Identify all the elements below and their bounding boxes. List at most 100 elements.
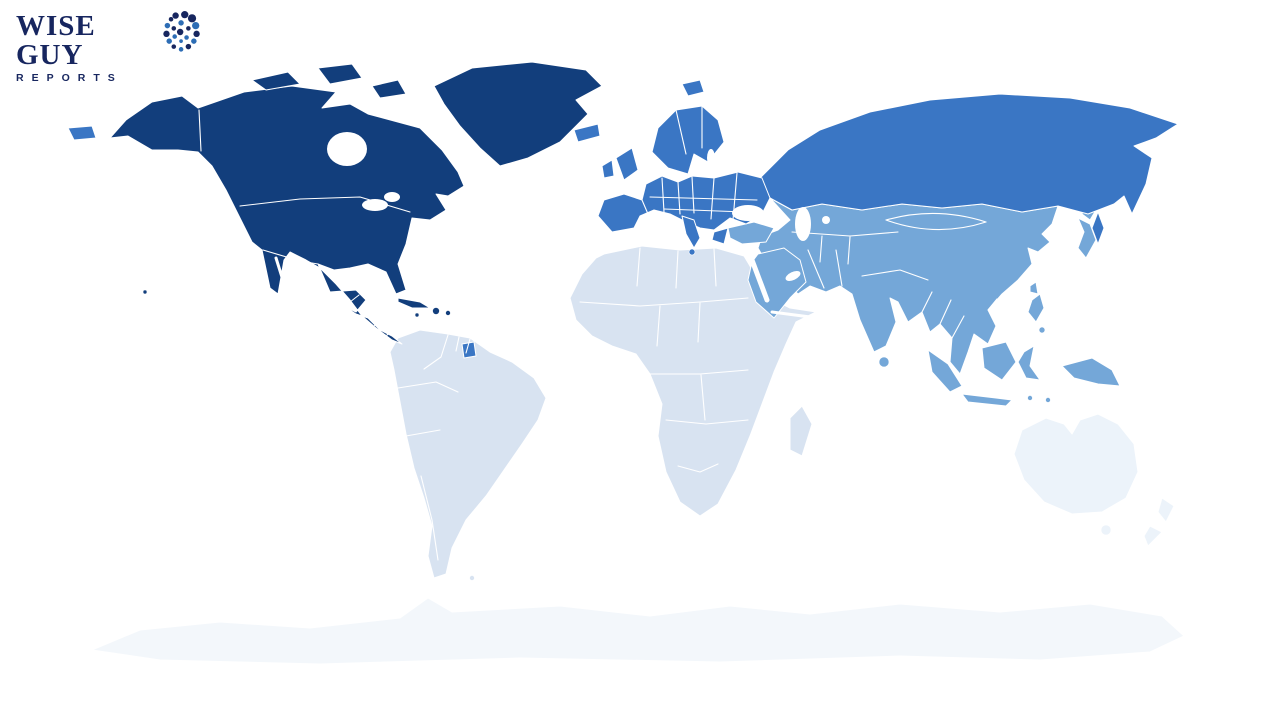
scandinavia [651, 105, 725, 175]
aral-sea [822, 216, 830, 224]
border-line [641, 199, 649, 215]
landmass-africa [569, 245, 817, 517]
border-line [819, 235, 823, 263]
region-north-america [109, 61, 603, 345]
borneo [981, 341, 1017, 381]
region-south-america [389, 329, 547, 581]
border-line [732, 172, 738, 221]
border-line [921, 291, 933, 313]
java [961, 393, 1013, 407]
border-line [847, 236, 851, 265]
landmass-antarctica [91, 597, 1185, 665]
border-line [649, 196, 758, 201]
border-line [239, 196, 411, 213]
border-line [465, 338, 471, 354]
logo-wordmark: WISE GUY [16, 10, 96, 71]
hispaniola [432, 307, 440, 315]
landmass-south-america [389, 329, 547, 579]
border-line [700, 374, 706, 421]
border-line [423, 334, 449, 370]
sakhalin [1091, 211, 1105, 245]
border-line [656, 305, 661, 347]
wise-guy-reports-logo: WISE GUY REPORTS [16, 8, 201, 84]
border-line [405, 429, 441, 437]
tasmania [1100, 524, 1112, 536]
hudson-bay [327, 132, 367, 166]
border-line [198, 109, 202, 152]
border-line [691, 176, 695, 214]
lesser-sunda-island-2 [1045, 397, 1051, 403]
arabian-peninsula [747, 247, 807, 319]
hawaii [142, 289, 148, 295]
baffin-island [371, 79, 407, 99]
border-line [262, 249, 319, 265]
border-line [455, 336, 460, 352]
dotted-head-logo-icon [163, 11, 200, 52]
sulawesi [1017, 345, 1041, 381]
border-line [885, 212, 987, 223]
madagascar [789, 405, 813, 457]
landmass-australia [1013, 413, 1139, 515]
border-line [677, 463, 719, 473]
border-line [807, 249, 825, 289]
new-guinea [1061, 357, 1121, 387]
falkland-islands [469, 575, 475, 581]
landmass-russia [759, 93, 1179, 215]
border-line [420, 475, 439, 561]
caspian-sea [795, 207, 811, 241]
new-zealand-south-island [1143, 525, 1163, 547]
border-line [636, 247, 641, 287]
french-guiana [461, 341, 477, 359]
svalbard [681, 79, 705, 97]
sri-lanka [878, 356, 890, 368]
sicily [688, 248, 696, 256]
region-europe [67, 79, 1179, 359]
border-line [386, 328, 396, 336]
border-line [939, 299, 952, 325]
region-antarctica [91, 597, 1185, 665]
sumatra [927, 349, 963, 393]
border-line [373, 318, 384, 327]
new-zealand-north-island [1157, 497, 1175, 523]
border-line [697, 302, 701, 343]
greece [711, 227, 729, 245]
border-line [987, 298, 998, 311]
gulf-of-california [274, 256, 288, 292]
border-line [885, 219, 987, 231]
inland-water-overlays [274, 132, 830, 320]
red-sea [746, 249, 770, 303]
border-line [579, 297, 749, 307]
border-line [349, 294, 360, 303]
country-borders [198, 105, 998, 561]
border-line [951, 315, 965, 339]
italy [681, 215, 701, 249]
great-lakes-2 [384, 192, 400, 202]
puerto-rico [445, 310, 451, 316]
arctic-island-1 [251, 71, 301, 91]
black-sea [732, 205, 764, 221]
cuba [397, 297, 431, 309]
landmass-europe-mainland [597, 171, 771, 233]
border-line [791, 231, 899, 237]
jamaica [414, 312, 420, 318]
border-line [663, 208, 746, 213]
great-britain [615, 147, 639, 181]
philippines [1027, 293, 1045, 323]
landmass-north-america [109, 85, 465, 345]
gulf-of-aden [770, 310, 820, 320]
region-africa [569, 245, 817, 517]
border-line [835, 249, 843, 287]
region-oceania [1013, 413, 1175, 547]
baltic-sea [707, 149, 715, 167]
border-line [675, 250, 679, 289]
ireland [601, 159, 615, 179]
border-line [361, 306, 372, 315]
taiwan [1029, 281, 1039, 295]
logo-reports-text: REPORTS [16, 72, 123, 84]
turkey [727, 221, 775, 245]
border-line [665, 419, 749, 425]
philippines-mindanao [1038, 326, 1046, 334]
persian-gulf [785, 271, 801, 281]
great-lakes [362, 199, 388, 211]
